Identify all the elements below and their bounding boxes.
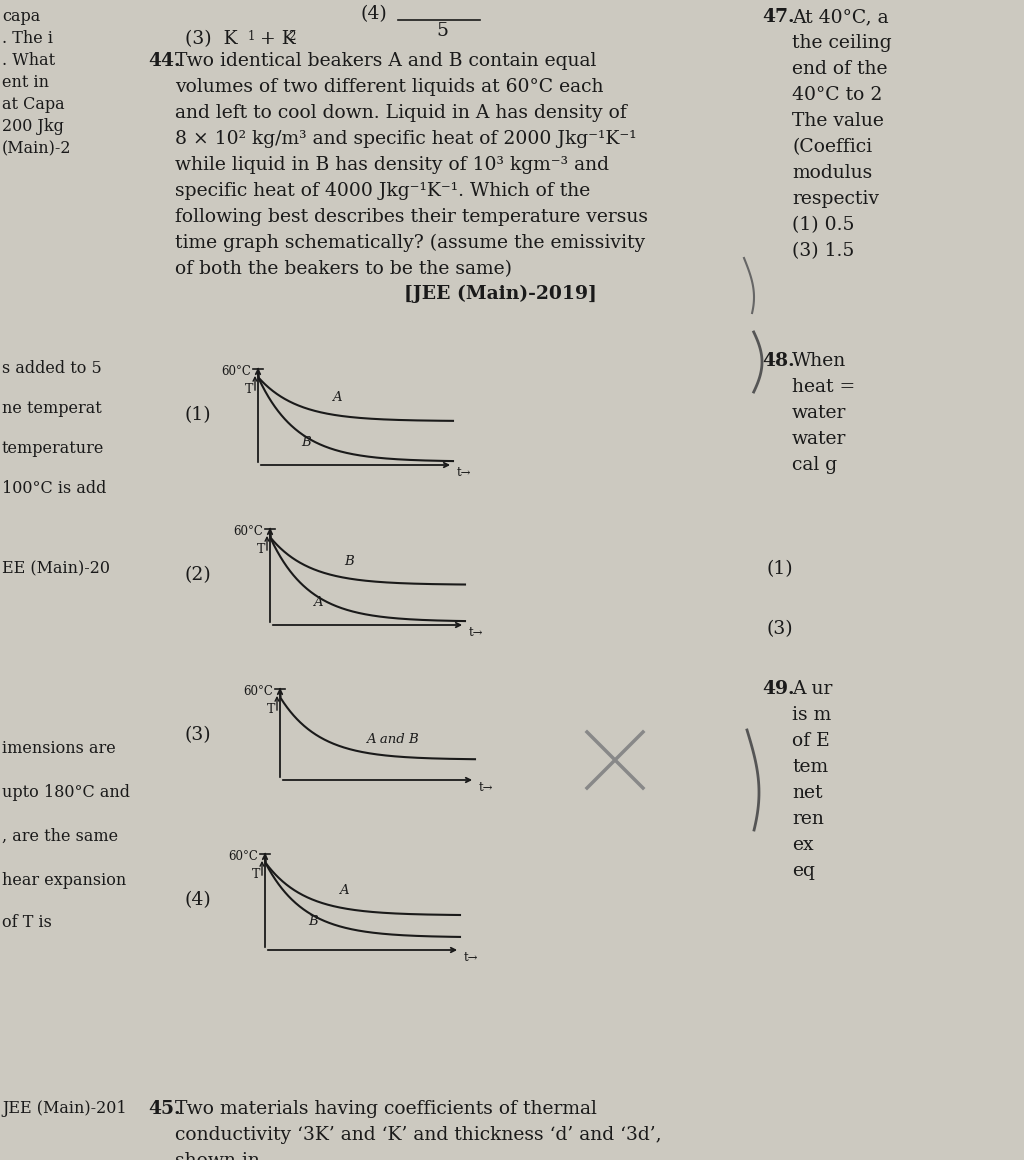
Text: JEE (Main)-201: JEE (Main)-201: [2, 1100, 127, 1117]
Text: B: B: [301, 436, 310, 449]
Text: (2): (2): [185, 566, 212, 583]
Text: 1: 1: [248, 30, 255, 43]
Text: (4): (4): [360, 5, 387, 23]
Text: (1): (1): [185, 406, 212, 425]
Text: volumes of two different liquids at 60°C each: volumes of two different liquids at 60°C…: [175, 78, 603, 96]
Text: while liquid in B has density of 10³ kgm⁻³ and: while liquid in B has density of 10³ kgm…: [175, 155, 609, 174]
Text: ex: ex: [792, 836, 814, 854]
Text: 44.: 44.: [148, 52, 180, 70]
Text: is m: is m: [792, 706, 831, 724]
Text: the ceiling: the ceiling: [792, 34, 892, 52]
Text: specific heat of 4000 Jkg⁻¹K⁻¹. Which of the: specific heat of 4000 Jkg⁻¹K⁻¹. Which of…: [175, 182, 590, 200]
Text: (3): (3): [185, 726, 212, 744]
Text: water: water: [792, 430, 847, 448]
Text: of T is: of T is: [2, 914, 52, 931]
Text: 60°C: 60°C: [228, 850, 258, 863]
Text: A ur: A ur: [792, 680, 833, 698]
Text: modulus: modulus: [792, 164, 872, 182]
Text: at Capa: at Capa: [2, 96, 65, 113]
Text: B: B: [344, 554, 354, 567]
Text: respectiv: respectiv: [792, 190, 879, 208]
Text: time graph schematically? (assume the emissivity: time graph schematically? (assume the em…: [175, 234, 645, 252]
Text: A: A: [313, 596, 323, 609]
Text: Two materials having coefficients of thermal: Two materials having coefficients of the…: [175, 1100, 597, 1118]
Text: (1): (1): [767, 560, 794, 578]
Text: [JEE (Main)-2019]: [JEE (Main)-2019]: [403, 285, 596, 303]
Text: T: T: [266, 703, 275, 716]
Text: (3)  K: (3) K: [185, 30, 238, 48]
Text: capa: capa: [2, 8, 40, 26]
Text: T: T: [252, 868, 260, 880]
Text: 60°C: 60°C: [243, 686, 273, 698]
Text: 40°C to 2: 40°C to 2: [792, 86, 883, 104]
Text: ren: ren: [792, 810, 824, 828]
Text: (Main)-2: (Main)-2: [2, 140, 72, 157]
Text: T: T: [257, 543, 265, 556]
Text: 200 Jkg: 200 Jkg: [2, 118, 63, 135]
Text: (4): (4): [185, 891, 212, 909]
Text: 60°C: 60°C: [233, 525, 263, 538]
Text: hear expansion: hear expansion: [2, 872, 126, 889]
Text: Two identical beakers A and B contain equal: Two identical beakers A and B contain eq…: [175, 52, 596, 70]
Text: A: A: [332, 391, 342, 405]
Text: , are the same: , are the same: [2, 828, 118, 844]
Text: 49.: 49.: [762, 680, 795, 698]
Text: (3) 1.5: (3) 1.5: [792, 242, 854, 260]
Text: and left to cool down. Liquid in A has density of: and left to cool down. Liquid in A has d…: [175, 104, 627, 122]
Text: t→: t→: [457, 466, 471, 479]
Text: water: water: [792, 404, 847, 422]
Text: 47.: 47.: [762, 8, 795, 26]
Text: t→: t→: [464, 951, 478, 964]
Text: cal g: cal g: [792, 456, 838, 474]
Text: temperature: temperature: [2, 440, 104, 457]
Text: 8 × 10² kg/m³ and specific heat of 2000 Jkg⁻¹K⁻¹: 8 × 10² kg/m³ and specific heat of 2000 …: [175, 130, 637, 148]
Text: A and B: A and B: [367, 733, 419, 746]
Text: . What: . What: [2, 52, 55, 68]
Text: 45.: 45.: [148, 1100, 180, 1118]
Text: A: A: [339, 884, 349, 898]
Text: (1) 0.5: (1) 0.5: [792, 216, 854, 234]
Text: t→: t→: [469, 626, 483, 639]
Text: 48.: 48.: [762, 351, 795, 370]
Text: shown in: shown in: [175, 1152, 260, 1160]
Text: tem: tem: [792, 757, 828, 776]
Text: end of the: end of the: [792, 60, 888, 78]
Text: EE (Main)-20: EE (Main)-20: [2, 560, 110, 577]
Text: following best describes their temperature versus: following best describes their temperatu…: [175, 208, 648, 226]
Text: imensions are: imensions are: [2, 740, 116, 757]
Text: T: T: [245, 383, 253, 396]
Text: of E: of E: [792, 732, 829, 751]
Text: conductivity ‘3K’ and ‘K’ and thickness ‘d’ and ‘3d’,: conductivity ‘3K’ and ‘K’ and thickness …: [175, 1126, 662, 1144]
Text: (3): (3): [767, 619, 794, 638]
Text: (Coeffici: (Coeffici: [792, 138, 872, 155]
Text: of both the beakers to be the same): of both the beakers to be the same): [175, 260, 512, 278]
Text: At 40°C, a: At 40°C, a: [792, 8, 889, 26]
Text: The value: The value: [792, 113, 884, 130]
Text: net: net: [792, 784, 822, 802]
Text: + K: + K: [254, 30, 296, 48]
Text: ent in: ent in: [2, 74, 49, 90]
Text: t→: t→: [479, 781, 494, 793]
Text: s added to 5: s added to 5: [2, 360, 101, 377]
Text: . The i: . The i: [2, 30, 53, 48]
Text: 2: 2: [288, 30, 295, 43]
Text: 100°C is add: 100°C is add: [2, 480, 106, 496]
Text: When: When: [792, 351, 846, 370]
Text: 5: 5: [436, 22, 449, 39]
Text: eq: eq: [792, 862, 815, 880]
Text: upto 180°C and: upto 180°C and: [2, 784, 130, 802]
Text: 60°C: 60°C: [221, 365, 251, 378]
Text: B: B: [308, 915, 317, 928]
Text: ne temperat: ne temperat: [2, 400, 101, 416]
Text: heat =: heat =: [792, 378, 855, 396]
